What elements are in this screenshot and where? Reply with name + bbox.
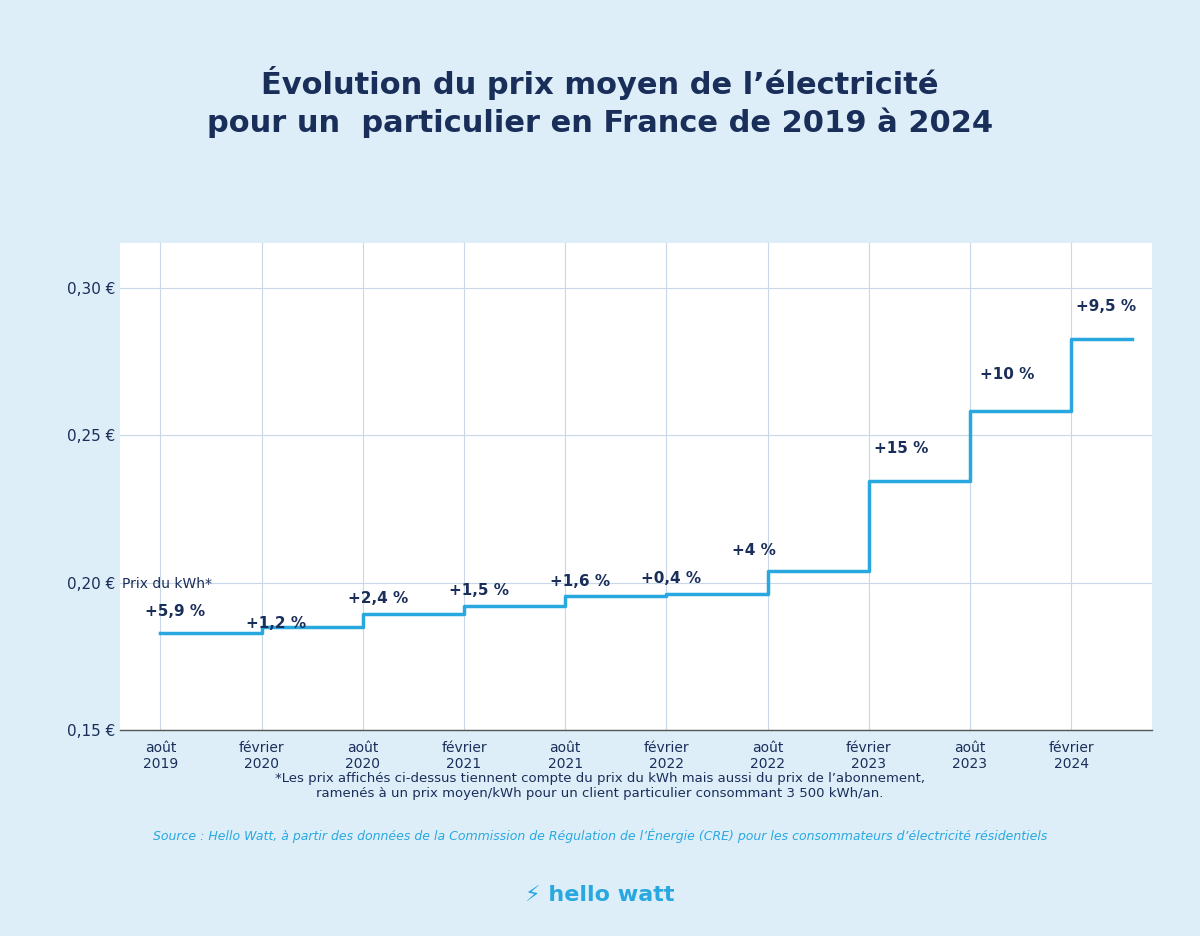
Text: +0,4 %: +0,4 % xyxy=(641,571,701,586)
Text: +15 %: +15 % xyxy=(874,441,928,456)
Text: +4 %: +4 % xyxy=(732,543,776,558)
Text: +5,9 %: +5,9 % xyxy=(145,604,205,619)
Text: +10 %: +10 % xyxy=(980,367,1034,382)
Text: +1,2 %: +1,2 % xyxy=(246,616,306,631)
Text: +1,6 %: +1,6 % xyxy=(550,574,610,589)
Text: Source : Hello Watt, à partir des données de la Commission de Régulation de l’Én: Source : Hello Watt, à partir des donnée… xyxy=(152,828,1048,842)
Text: +2,4 %: +2,4 % xyxy=(348,592,408,607)
Text: *Les prix affichés ci-dessus tiennent compte du prix du kWh mais aussi du prix d: *Les prix affichés ci-dessus tiennent co… xyxy=(275,772,925,800)
Text: pour un  particulier en France de 2019 à 2024: pour un particulier en France de 2019 à … xyxy=(206,108,994,139)
Text: +9,5 %: +9,5 % xyxy=(1076,300,1136,314)
Text: Évolution du prix moyen de l’électricité: Évolution du prix moyen de l’électricité xyxy=(262,66,938,99)
Text: Prix du kWh*: Prix du kWh* xyxy=(122,577,212,591)
Text: +1,5 %: +1,5 % xyxy=(449,583,509,598)
Text: ⚡ hello watt: ⚡ hello watt xyxy=(526,885,674,904)
